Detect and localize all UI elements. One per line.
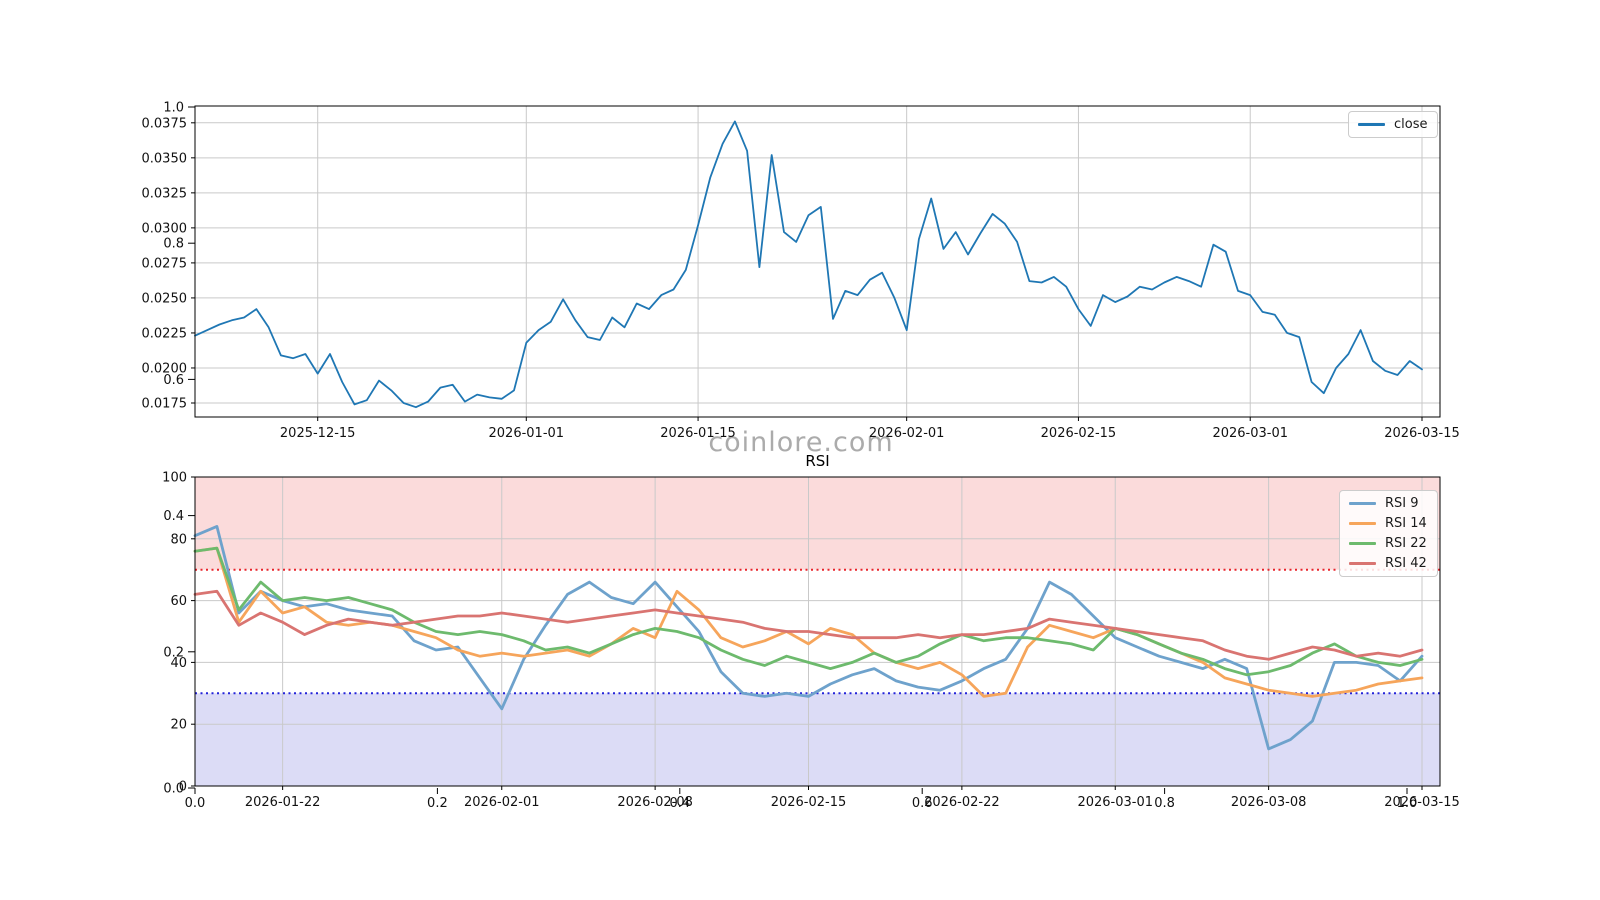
- legend-label: RSI 42: [1385, 556, 1427, 571]
- legend-label: close: [1394, 117, 1428, 132]
- tick-label: 2026-01-22: [245, 795, 321, 810]
- legend-entry-rsi-14: RSI 14: [1349, 516, 1427, 531]
- legend-swatch: [1349, 502, 1376, 505]
- tick-label: 0.0225: [142, 326, 188, 341]
- legend-swatch: [1349, 522, 1376, 525]
- legend-label: RSI 14: [1385, 516, 1427, 531]
- tick-label: 2026-02-22: [924, 795, 1000, 810]
- overbought-band: [195, 477, 1440, 570]
- tick-label: 0.0: [185, 796, 206, 811]
- tick-label: 0: [179, 780, 187, 795]
- tick-label: 1.0: [1397, 796, 1418, 811]
- tick-label: 0.0: [163, 782, 184, 797]
- axes-spines: [194, 476, 1441, 787]
- tick-label: 0.0250: [142, 291, 188, 306]
- tick-label: 2026-02-15: [1041, 426, 1117, 441]
- tick-label: 80: [170, 532, 187, 547]
- legend-label: RSI 9: [1385, 496, 1419, 511]
- tick-label: 0.0275: [142, 256, 188, 271]
- tick-label: 60: [170, 594, 187, 609]
- overlay-axis: 1.0 0.8 0.6 0.4 0.2 0.00.0 0.2 0.4 0.6 0.8 1.0: [163, 101, 1417, 812]
- rsi-chart-title: RSI: [805, 452, 830, 470]
- tick-label: 40: [170, 656, 187, 671]
- tick-label: 0.0200: [142, 361, 188, 376]
- legend-entry-rsi-22: RSI 22: [1349, 536, 1427, 551]
- tick-label: 0.8: [163, 237, 184, 252]
- rsi-22-line: [193, 546, 1424, 677]
- tick-label: 1.0: [163, 101, 184, 116]
- tick-label: 0.8: [1154, 796, 1175, 811]
- axes-spines: [194, 105, 1441, 418]
- oversold-band: [195, 693, 1440, 786]
- rsi-42-line: [193, 589, 1424, 661]
- legend-swatch: [1358, 123, 1385, 126]
- tick-label: 2026-02-08: [617, 795, 693, 810]
- rsi-chart: 2026-01-22 2026-02-01 2026-02-08 2026-02-15…: [162, 471, 1460, 811]
- tick-label: 100: [162, 471, 187, 486]
- tick-label: 2026-03-01: [1077, 795, 1153, 810]
- legend-entry-rsi-9: RSI 9: [1349, 496, 1427, 511]
- tick-label: 20: [170, 718, 187, 733]
- tick-label: 2026-02-15: [771, 795, 847, 810]
- tick-label: 2026-03-15: [1384, 795, 1460, 810]
- legend-swatch: [1349, 542, 1376, 545]
- tick-label: 0.0175: [142, 396, 188, 411]
- close-line: [194, 120, 1423, 409]
- tick-label: 0.4: [163, 509, 184, 524]
- tick-label: 2026-03-08: [1231, 795, 1307, 810]
- tick-label: 0.4: [669, 796, 690, 811]
- rsi-chart-legend: RSI 9 RSI 14 RSI 22 RSI 42: [1339, 490, 1438, 577]
- tick-label: 0.2: [427, 796, 448, 811]
- legend-entry-close: close: [1358, 117, 1427, 132]
- tick-label: 0.2: [163, 645, 184, 660]
- tick-label: 0.0350: [142, 151, 188, 166]
- tick-label: 0.0325: [142, 186, 188, 201]
- rsi-14-line: [193, 546, 1424, 698]
- price-chart: 2025-12-15 2026-01-01 2026-01-15 2026-02-01…: [142, 105, 1460, 441]
- legend-entry-rsi-42: RSI 42: [1349, 556, 1427, 571]
- tick-label: 0.6: [163, 373, 184, 388]
- tick-label: 0.0375: [142, 116, 188, 131]
- tick-label: 0.0300: [142, 221, 188, 236]
- tick-label: 2026-03-15: [1384, 426, 1460, 441]
- tick-label: 2025-12-15: [280, 426, 356, 441]
- legend-label: RSI 22: [1385, 536, 1427, 551]
- tick-label: 0.6: [912, 796, 933, 811]
- tick-label: 2026-01-01: [489, 426, 565, 441]
- legend-swatch: [1349, 562, 1376, 565]
- tick-label: 2026-02-01: [869, 426, 945, 441]
- tick-label: 2026-01-15: [660, 426, 736, 441]
- tick-label: 2026-02-01: [464, 795, 540, 810]
- tick-label: 2026-03-01: [1212, 426, 1288, 441]
- price-chart-legend: close: [1348, 111, 1439, 138]
